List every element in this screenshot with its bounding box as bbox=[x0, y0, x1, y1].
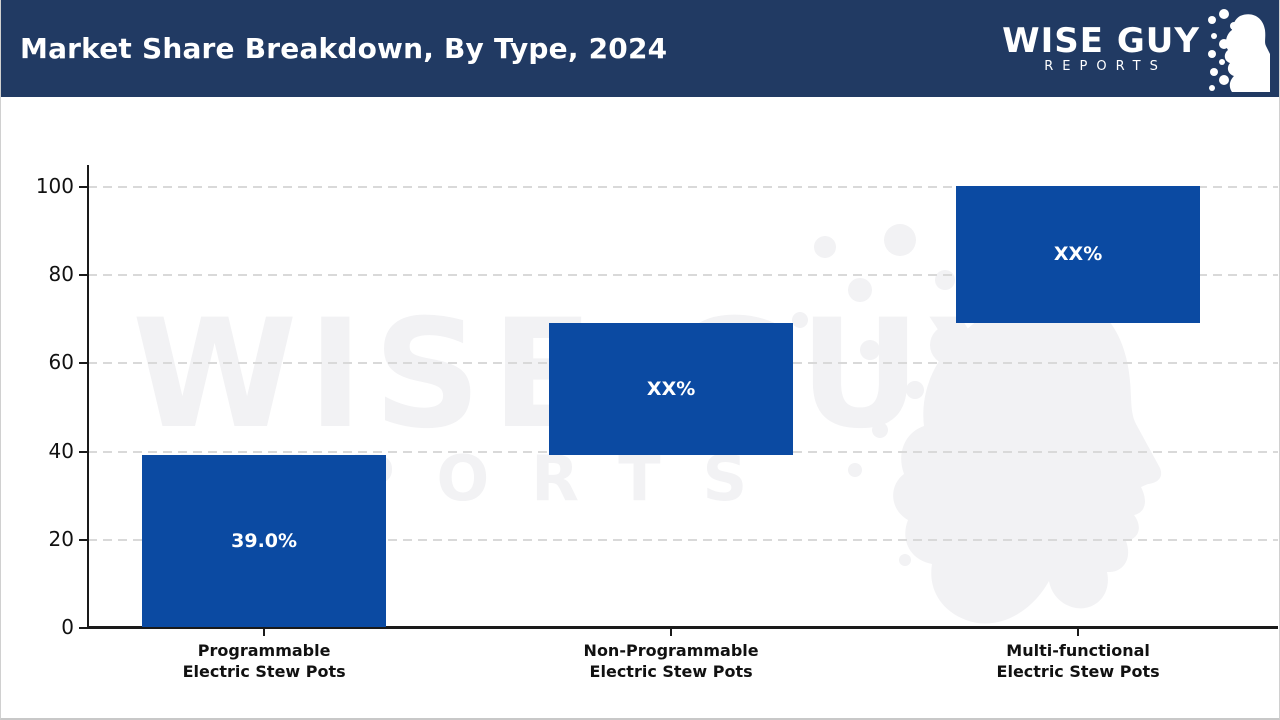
y-tick-label: 0 bbox=[61, 615, 74, 639]
x-tick bbox=[263, 627, 266, 636]
bar-non-programmable: XX% bbox=[549, 322, 794, 456]
y-axis-line bbox=[87, 165, 89, 628]
brand-logo: WISE GUY REPORTS bbox=[1002, 4, 1270, 94]
category-line: Electric Stew Pots bbox=[589, 662, 753, 681]
brand-subtitle: REPORTS bbox=[1044, 59, 1167, 74]
page-title: Market Share Breakdown, By Type, 2024 bbox=[20, 32, 668, 65]
brand-face-icon bbox=[1208, 9, 1270, 92]
y-tick bbox=[79, 186, 88, 188]
y-tick-label: 80 bbox=[48, 262, 74, 287]
header-bar: Market Share Breakdown, By Type, 2024 WI… bbox=[0, 0, 1280, 97]
x-category-label: Multi-functional Electric Stew Pots bbox=[918, 640, 1238, 682]
x-category-label: Non-Programmable Electric Stew Pots bbox=[511, 640, 831, 682]
gridline-80 bbox=[88, 274, 1278, 277]
y-tick-label: 40 bbox=[48, 438, 74, 463]
gridline-20 bbox=[88, 538, 1278, 541]
x-axis-line bbox=[88, 626, 1278, 629]
y-tick bbox=[79, 538, 88, 541]
y-tick bbox=[79, 274, 88, 277]
y-tick-label: 20 bbox=[48, 526, 74, 551]
category-line: Programmable bbox=[197, 641, 331, 660]
category-line: Electric Stew Pots bbox=[182, 662, 346, 681]
brand-name: WISE GUY bbox=[1002, 21, 1200, 61]
x-tick bbox=[1077, 627, 1080, 636]
y-tick bbox=[79, 627, 88, 629]
bar-programmable: 39.0% bbox=[142, 455, 387, 627]
plot-area: 100 80 60 40 20 0 39.0% XX% XX% Programm… bbox=[36, 165, 1278, 681]
y-tick-label: 60 bbox=[48, 350, 74, 375]
bar-multi-functional: XX% bbox=[956, 186, 1201, 323]
y-tick-label: 100 bbox=[35, 174, 74, 198]
y-tick bbox=[79, 362, 88, 365]
category-line: Non-Programmable bbox=[583, 641, 759, 660]
x-category-label: Programmable Electric Stew Pots bbox=[104, 640, 424, 682]
bar-value-label: 39.0% bbox=[231, 530, 298, 552]
gridline-100 bbox=[88, 186, 1278, 188]
brand-logo-text: WISE GUY REPORTS bbox=[1002, 23, 1200, 75]
y-tick bbox=[79, 450, 88, 453]
bar-value-label: XX% bbox=[646, 377, 696, 400]
bar-value-label: XX% bbox=[1053, 243, 1103, 266]
category-line: Electric Stew Pots bbox=[996, 662, 1160, 681]
category-line: Multi-functional bbox=[1006, 641, 1150, 660]
x-tick bbox=[670, 627, 673, 636]
